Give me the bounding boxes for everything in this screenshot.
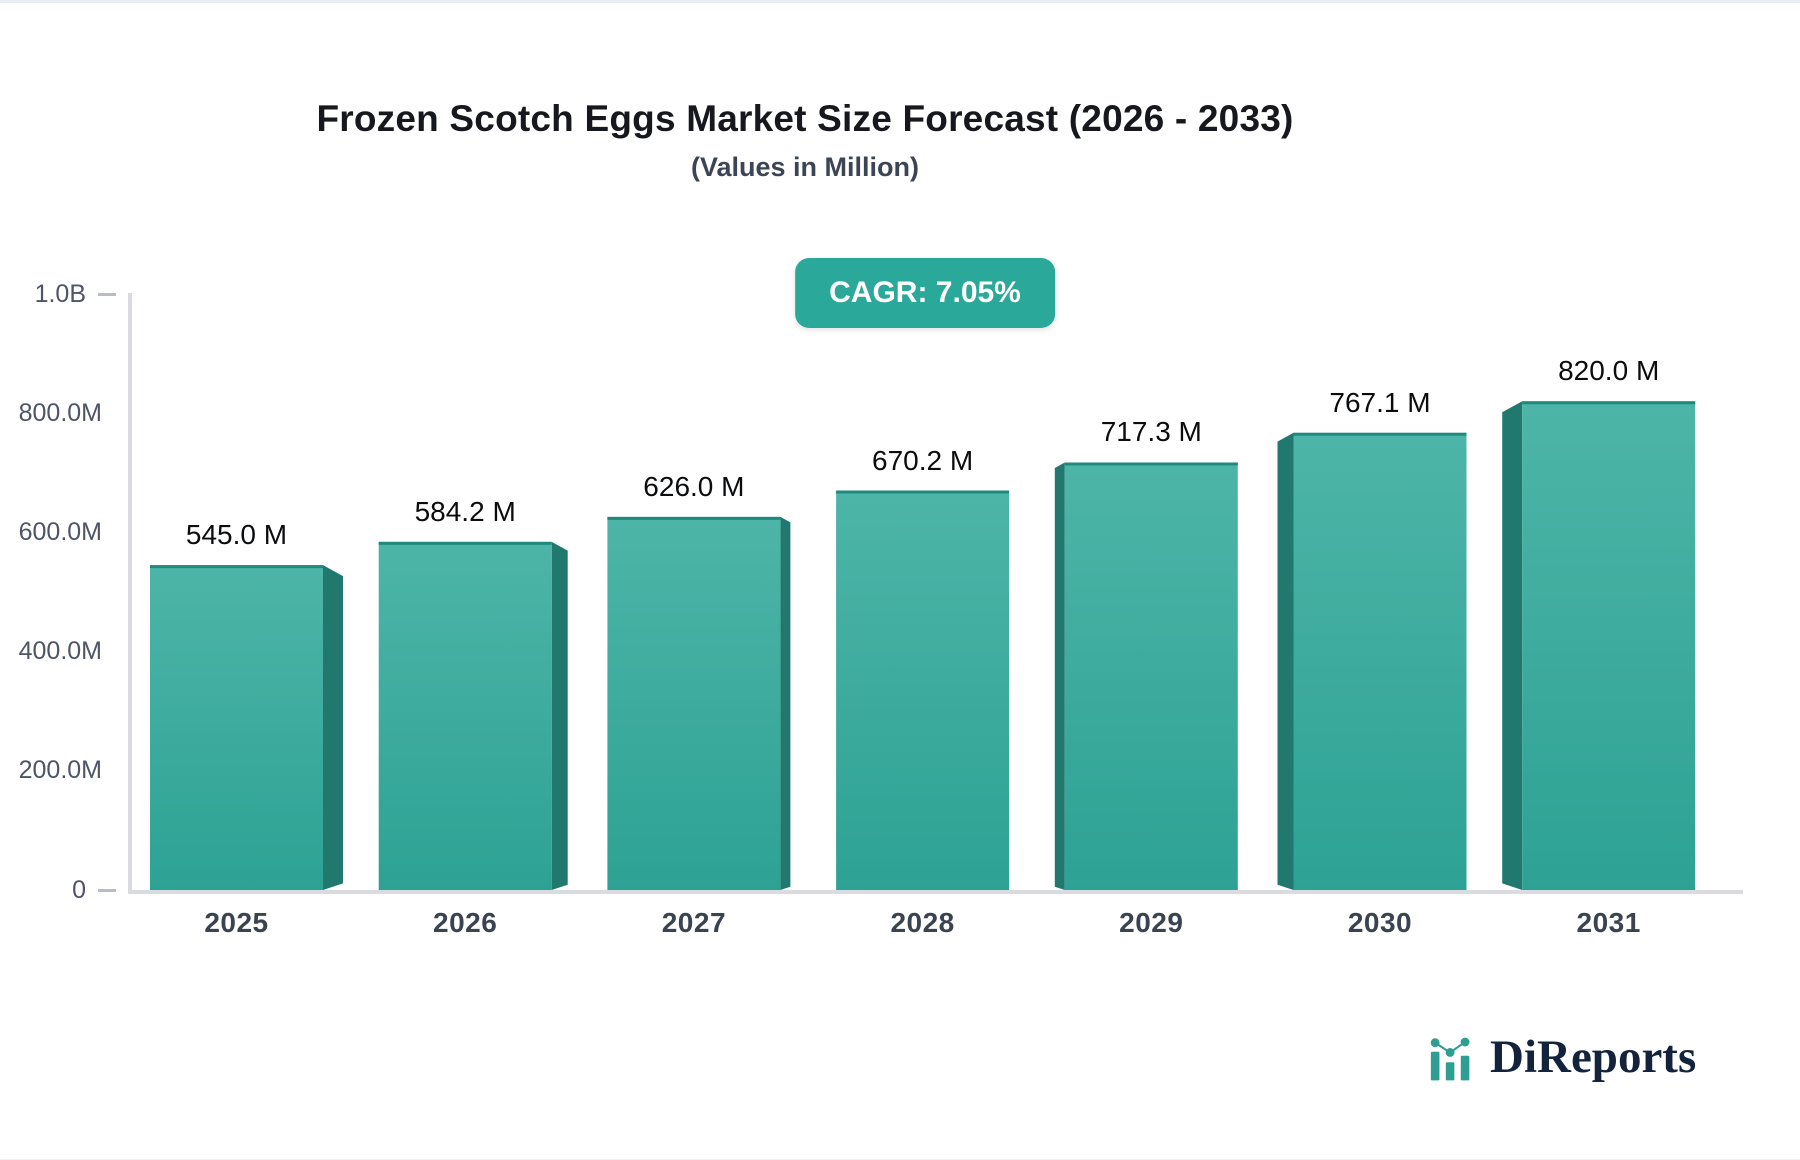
bar-value-label-2025: 545.0 M — [185, 519, 288, 551]
bar-2026[interactable] — [378, 541, 552, 890]
bar-chart-logo-icon — [1430, 1037, 1470, 1081]
chart-title: Frozen Scotch Eggs Market Size Forecast … — [316, 98, 1294, 139]
x-axis-label-2030: 2030 — [1347, 907, 1413, 938]
bar-2028[interactable] — [836, 490, 1010, 890]
y-axis-tick-200.0M: 200.0M — [0, 755, 116, 787]
bar-2029[interactable] — [1064, 462, 1238, 890]
y-axis-tick-label: 800.0M — [18, 398, 102, 427]
y-axis-tick-0: 0 — [0, 874, 116, 906]
y-axis-tick-label: 200.0M — [18, 756, 102, 785]
x-axis-label-2025: 2025 — [204, 907, 269, 938]
x-axis-label-2028: 2028 — [890, 907, 955, 938]
y-axis-tick-400.0M: 400.0M — [0, 636, 116, 668]
chart-subtitle: (Values in Million) — [690, 152, 920, 182]
x-axis-label-2029: 2029 — [1119, 907, 1184, 938]
bar-2025[interactable] — [150, 565, 323, 890]
bar-value-label-2029: 717.3 M — [1100, 416, 1202, 448]
y-axis-tick-600.0M: 600.0M — [0, 516, 116, 548]
x-axis-label-2031: 2031 — [1576, 907, 1641, 938]
y-axis-tick-800.0M: 800.0M — [0, 397, 116, 429]
y-axis-tick-label: 1.0B — [34, 279, 86, 308]
bar-side-2030 — [1277, 432, 1294, 890]
bar-2031[interactable] — [1522, 401, 1696, 890]
bar-side-2029 — [1054, 462, 1065, 890]
x-axis-label-2026: 2026 — [433, 907, 498, 938]
y-axis-tick-1.0B: 1.0B — [0, 278, 116, 310]
bar-2027[interactable] — [607, 516, 781, 890]
y-axis-tick-dash — [98, 888, 116, 892]
y-axis-tick-label: 400.0M — [18, 637, 102, 666]
bar-value-label-2026: 584.2 M — [414, 495, 516, 527]
x-axis-line — [128, 890, 1743, 894]
bar-value-label-2027: 626.0 M — [643, 470, 745, 502]
bar-2030[interactable] — [1293, 432, 1467, 890]
y-axis-tick-label: 600.0M — [18, 517, 102, 546]
bar-side-2031 — [1502, 401, 1523, 890]
bar-value-label-2031: 820.0 M — [1558, 355, 1660, 387]
y-axis-tick-label: 0 — [72, 875, 86, 904]
bar-side-2026 — [551, 541, 568, 890]
bar-side-2025 — [323, 565, 343, 890]
cagr-badge: CAGR: 7.05% — [795, 258, 1055, 328]
y-axis-line — [128, 293, 132, 894]
x-axis-label-2027: 2027 — [661, 907, 727, 938]
bar-value-label-2030: 767.1 M — [1329, 386, 1431, 418]
bar-side-2027 — [780, 516, 791, 890]
bar-plot — [150, 401, 1696, 890]
bar-value-label-2028: 670.2 M — [872, 444, 974, 476]
logo-wordmark: DiReports — [1490, 1031, 1697, 1083]
y-axis-tick-dash — [98, 292, 116, 296]
direports-logo: DiReports — [1428, 1031, 1696, 1083]
